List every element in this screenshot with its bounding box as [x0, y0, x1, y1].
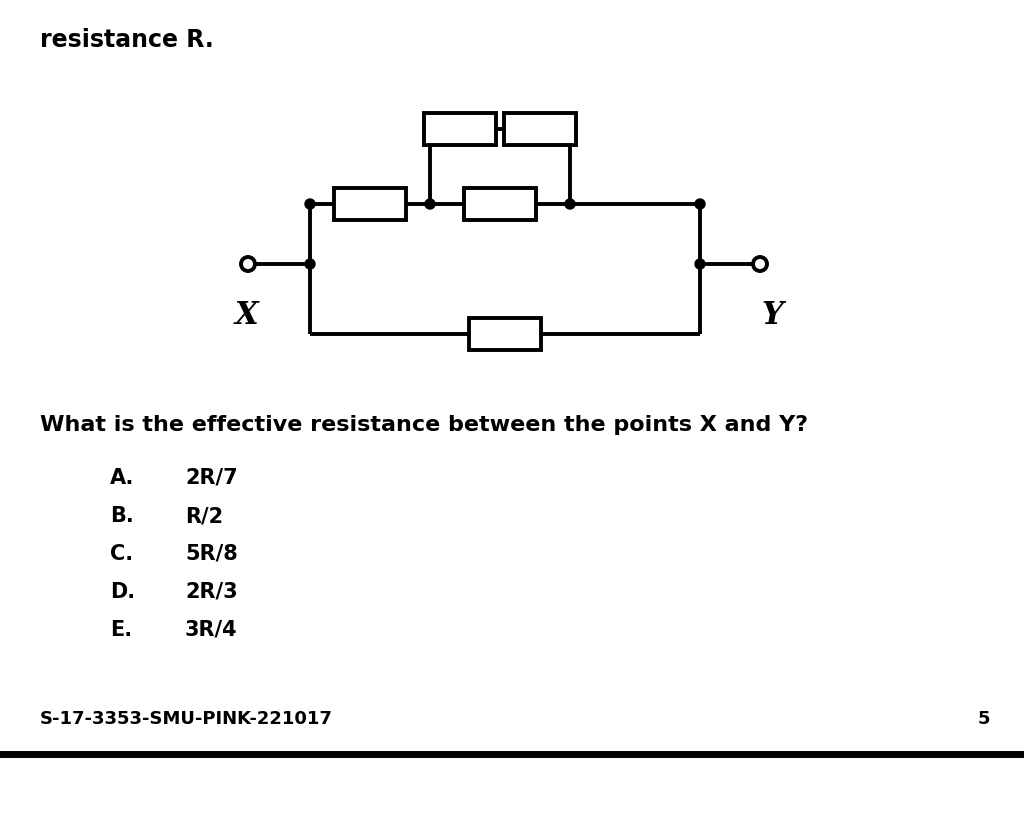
Text: 5R/8: 5R/8 [185, 543, 238, 563]
Circle shape [695, 200, 705, 210]
Circle shape [305, 260, 315, 269]
Circle shape [305, 200, 315, 210]
Text: 2R/3: 2R/3 [185, 581, 238, 601]
Text: X: X [234, 300, 258, 331]
Text: E.: E. [110, 619, 132, 639]
Circle shape [695, 260, 705, 269]
Bar [424, 114, 497, 146]
Text: B.: B. [110, 505, 134, 525]
Bar [334, 188, 406, 221]
Bar [504, 114, 575, 146]
Bar [464, 188, 536, 221]
Text: C.: C. [110, 543, 133, 563]
Text: 5: 5 [978, 709, 990, 727]
Circle shape [425, 200, 435, 210]
Text: A.: A. [110, 468, 134, 487]
Bar [469, 319, 541, 351]
Text: 2R/7: 2R/7 [185, 468, 238, 487]
Text: R/2: R/2 [185, 505, 223, 525]
Circle shape [565, 200, 575, 210]
Text: 3R/4: 3R/4 [185, 619, 238, 639]
Text: S-17-3353-SMU-PINK-221017: S-17-3353-SMU-PINK-221017 [40, 709, 333, 727]
Text: What is the effective resistance between the points X and Y?: What is the effective resistance between… [40, 414, 808, 434]
Text: D.: D. [110, 581, 135, 601]
Text: Y: Y [761, 300, 783, 331]
Text: resistance R.: resistance R. [40, 28, 214, 52]
